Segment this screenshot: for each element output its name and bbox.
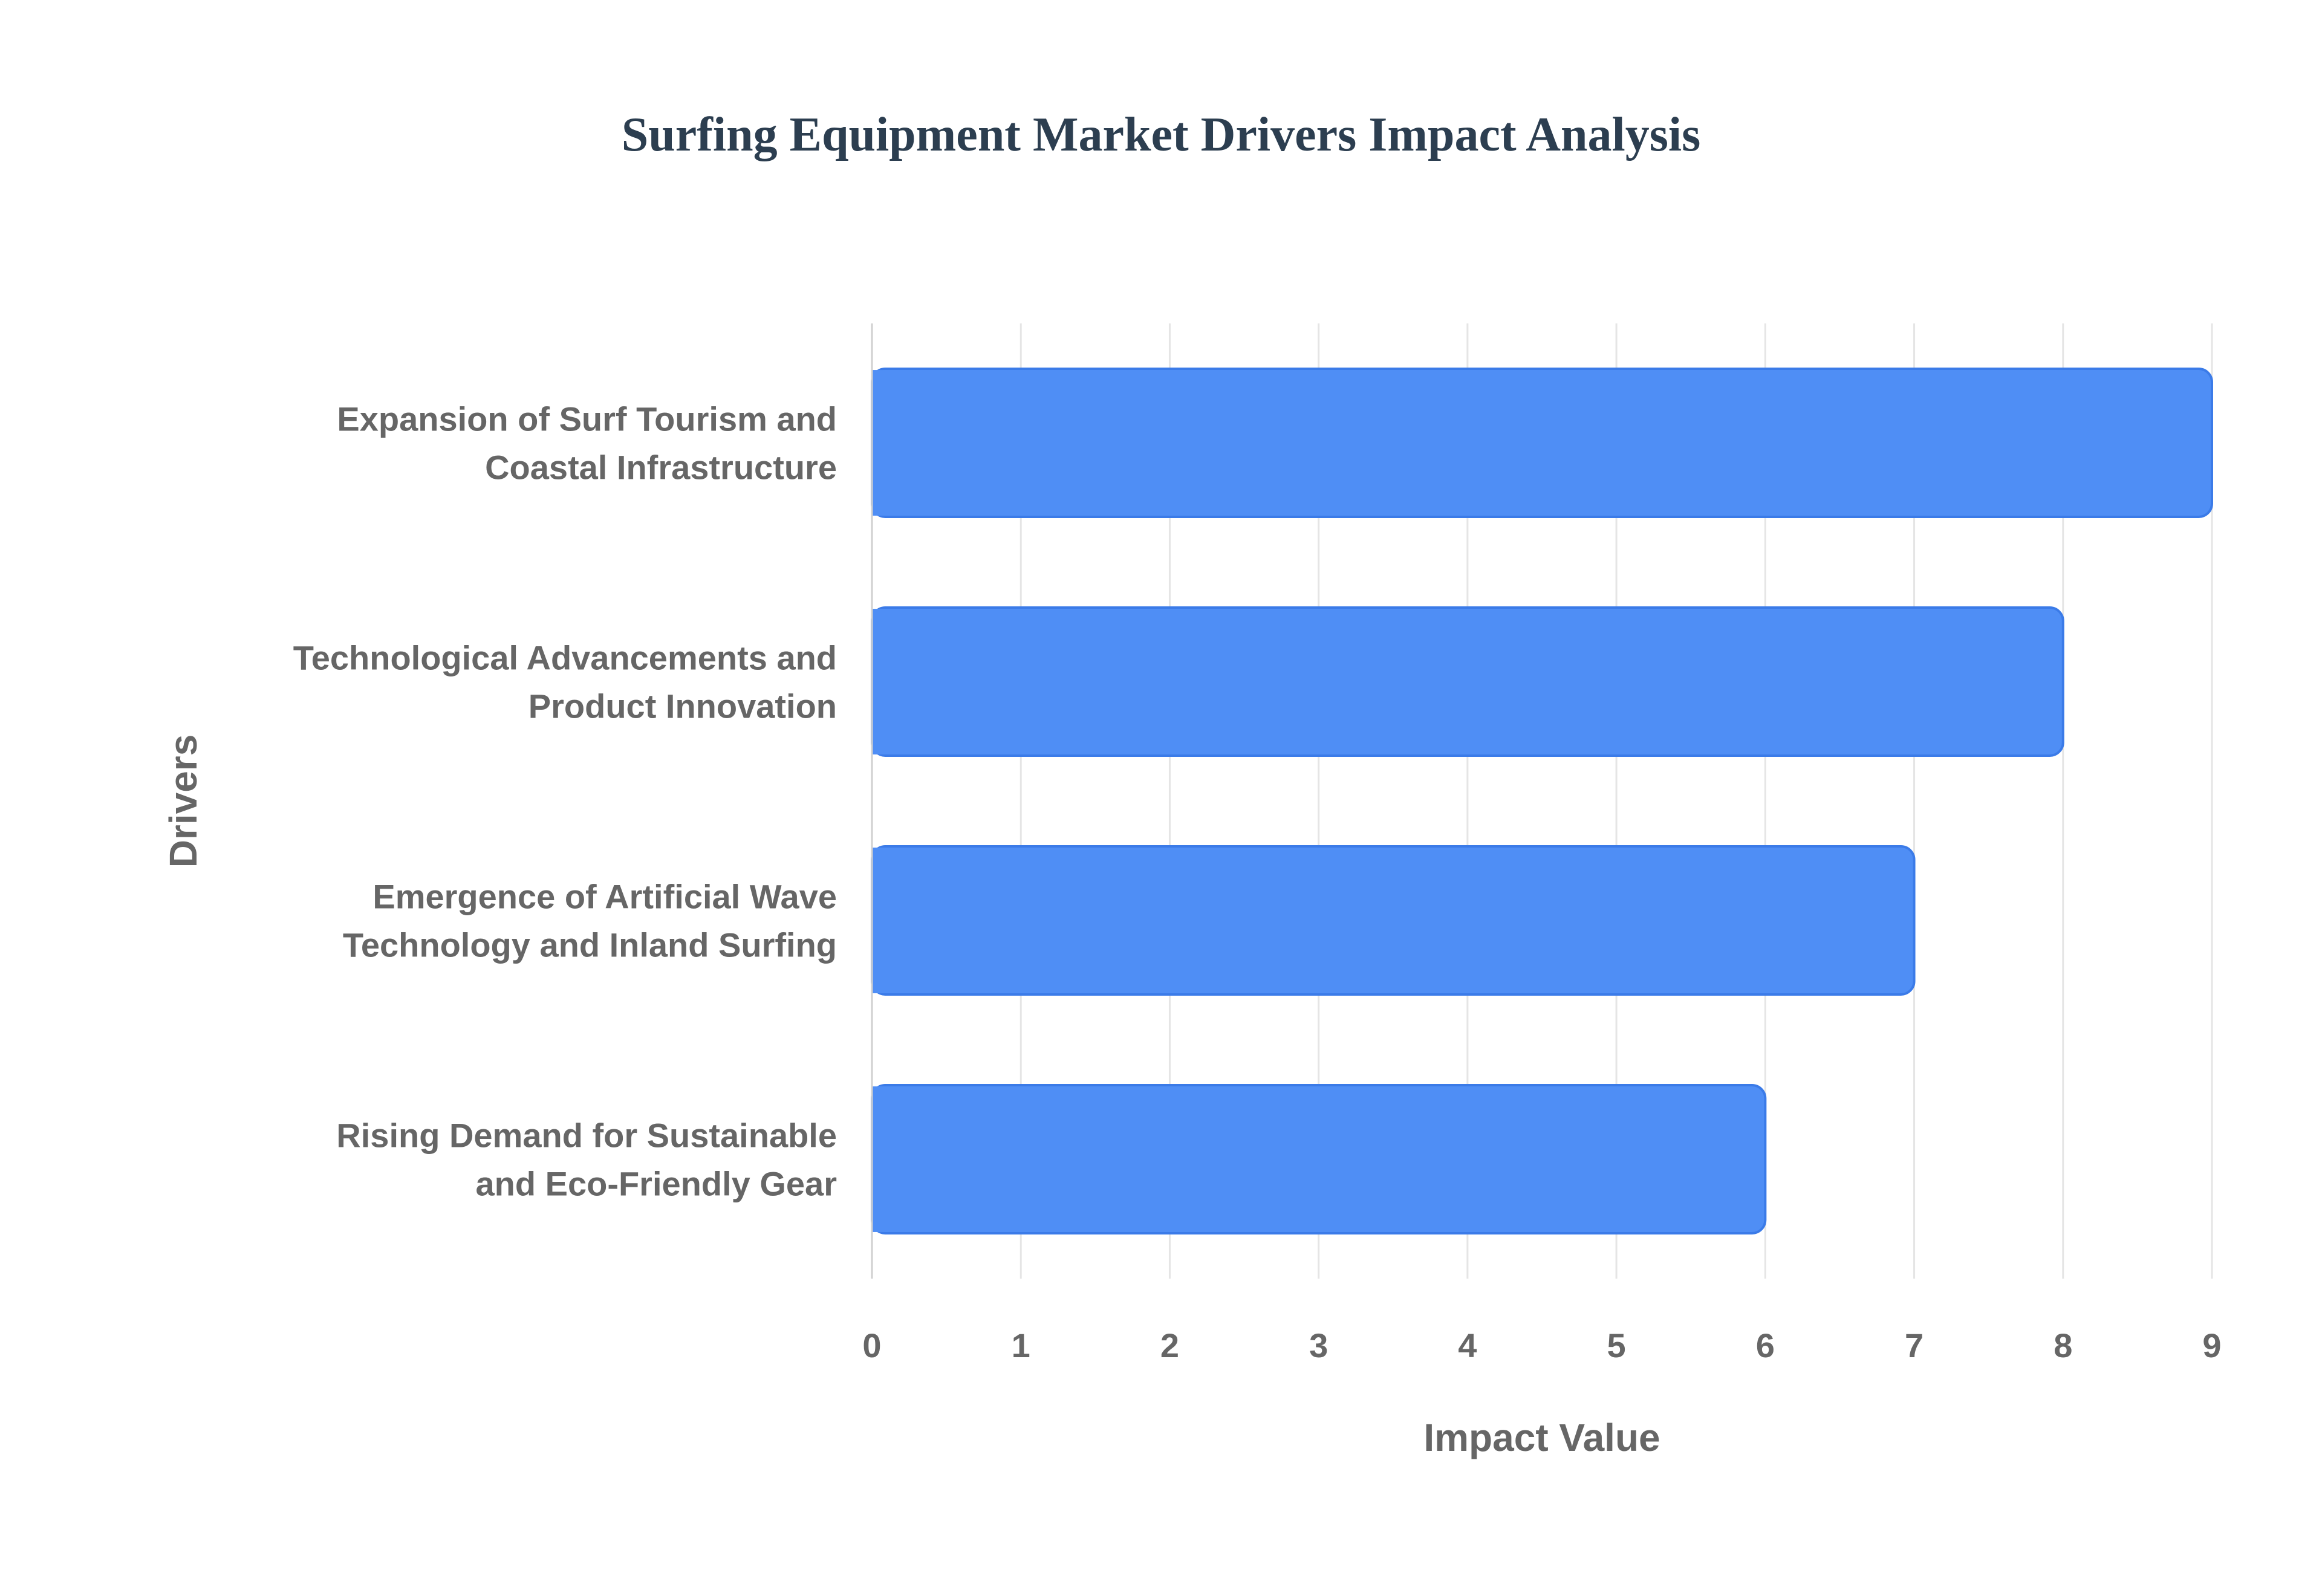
bar-left-cap — [872, 1086, 890, 1232]
x-tick-label: 7 — [1905, 1326, 1924, 1364]
x-tick-label: 8 — [2054, 1326, 2072, 1364]
category-label: Coastal Infrastructure — [485, 449, 837, 487]
category-label: and Eco-Friendly Gear — [476, 1165, 837, 1203]
chart-title: Surfing Equipment Market Drivers Impact … — [621, 108, 1701, 161]
x-tick-label: 0 — [862, 1326, 881, 1364]
category-label: Rising Demand for Sustainable — [336, 1117, 837, 1155]
category-label: Product Innovation — [528, 687, 837, 725]
category-label: Emergence of Artificial Wave — [372, 878, 837, 916]
bar — [871, 1084, 1767, 1234]
bars — [871, 368, 2213, 1234]
category-label: Expansion of Surf Tourism and — [337, 400, 837, 438]
x-tick-label: 3 — [1309, 1326, 1328, 1364]
bar-left-cap — [872, 370, 890, 516]
x-tick-label: 9 — [2202, 1326, 2221, 1364]
category-labels: Expansion of Surf Tourism and Coastal Inf… — [293, 400, 837, 1203]
bar-left-cap — [872, 609, 890, 754]
category-label: Technology and Inland Surfing — [343, 926, 837, 964]
x-tick-label: 1 — [1012, 1326, 1030, 1364]
x-axis-title: Impact Value — [1423, 1416, 1660, 1459]
bar — [871, 368, 2213, 518]
category-label: Technological Advancements and — [293, 639, 837, 677]
x-tick-label: 6 — [1756, 1326, 1775, 1364]
x-tick-labels: 0 1 2 3 4 5 6 7 8 9 — [862, 1326, 2221, 1364]
x-tick-label: 4 — [1458, 1326, 1477, 1364]
y-axis-title: Drivers — [161, 735, 205, 868]
bar-left-cap — [872, 848, 890, 993]
bar — [871, 606, 2064, 757]
x-tick-label: 5 — [1607, 1326, 1626, 1364]
x-tick-label: 2 — [1160, 1326, 1179, 1364]
bar — [871, 845, 1916, 996]
